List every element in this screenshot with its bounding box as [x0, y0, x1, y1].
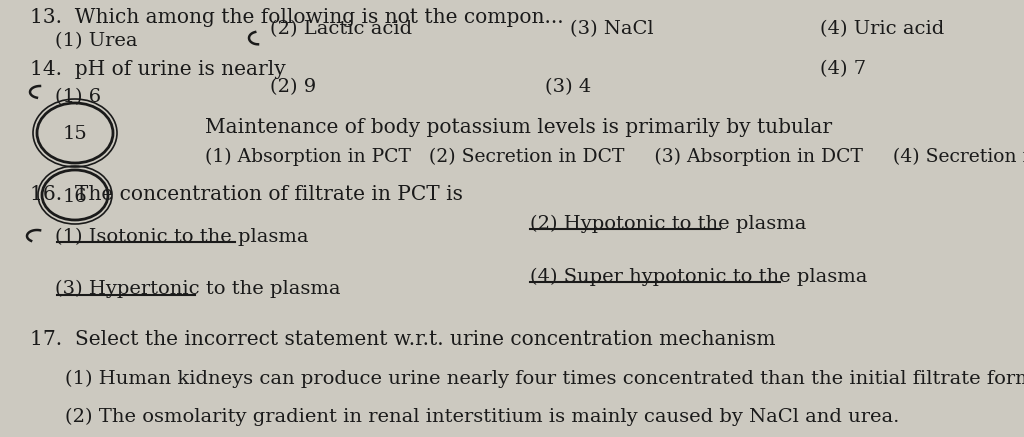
Text: 13.  Which among the following is not the compon...: 13. Which among the following is not the… — [30, 8, 563, 27]
Text: Maintenance of body potassium levels is primarily by tubular: Maintenance of body potassium levels is … — [205, 118, 833, 137]
Text: (1) Urea: (1) Urea — [55, 32, 137, 50]
Text: (4) Uric acid: (4) Uric acid — [820, 20, 944, 38]
Text: (4) Super hypotonic to the plasma: (4) Super hypotonic to the plasma — [530, 268, 867, 286]
Text: (3) NaCl: (3) NaCl — [570, 20, 653, 38]
Text: (1) Human kidneys can produce urine nearly four times concentrated than the init: (1) Human kidneys can produce urine near… — [65, 370, 1024, 388]
Text: (2) Hypotonic to the plasma: (2) Hypotonic to the plasma — [530, 215, 806, 233]
Text: (3) Hypertonic to the plasma: (3) Hypertonic to the plasma — [55, 280, 341, 298]
Text: 15: 15 — [62, 125, 87, 143]
Text: (4) 7: (4) 7 — [820, 60, 866, 78]
Text: (2) 9: (2) 9 — [270, 78, 316, 96]
Text: (1) Absorption in PCT   (2) Secretion in DCT     (3) Absorption in DCT     (4) S: (1) Absorption in PCT (2) Secretion in D… — [205, 148, 1024, 166]
Text: (2) Lactic acid: (2) Lactic acid — [270, 20, 412, 38]
Text: 14.  pH of urine is nearly: 14. pH of urine is nearly — [30, 60, 286, 79]
Text: 17.  Select the incorrect statement w.r.t. urine concentration mechanism: 17. Select the incorrect statement w.r.t… — [30, 330, 775, 349]
Text: (3) 4: (3) 4 — [545, 78, 591, 96]
Text: (1) Isotonic to the plasma: (1) Isotonic to the plasma — [55, 228, 308, 246]
Text: 16.  The concentration of filtrate in PCT is: 16. The concentration of filtrate in PCT… — [30, 185, 463, 204]
Text: (1) 6: (1) 6 — [55, 88, 101, 106]
Text: (2) The osmolarity gradient in renal interstitium is mainly caused by NaCl and u: (2) The osmolarity gradient in renal int… — [65, 408, 899, 426]
Text: 16: 16 — [62, 188, 87, 206]
